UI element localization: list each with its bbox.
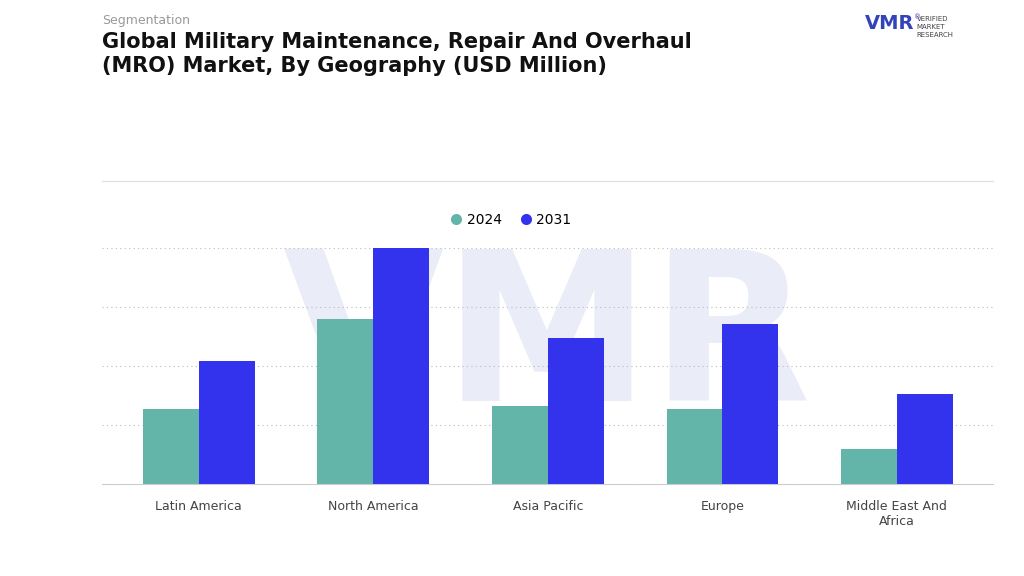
Text: VMR: VMR (865, 14, 914, 33)
Legend: 2024, 2031: 2024, 2031 (445, 206, 579, 233)
Text: Global Military Maintenance, Repair And Overhaul
(MRO) Market, By Geography (USD: Global Military Maintenance, Repair And … (102, 32, 692, 77)
Bar (897, 395, 952, 484)
Bar (548, 338, 604, 484)
Bar (199, 361, 255, 484)
Text: Segmentation: Segmentation (102, 14, 190, 28)
Bar (317, 319, 374, 484)
Bar (143, 408, 199, 484)
Text: VMR: VMR (284, 242, 812, 444)
Bar (722, 324, 778, 484)
Bar (841, 449, 897, 484)
Bar (492, 406, 548, 484)
Text: VERIFIED
MARKET
RESEARCH: VERIFIED MARKET RESEARCH (916, 16, 953, 38)
Bar (374, 248, 429, 484)
Text: ®: ® (914, 14, 922, 20)
Bar (667, 408, 722, 484)
